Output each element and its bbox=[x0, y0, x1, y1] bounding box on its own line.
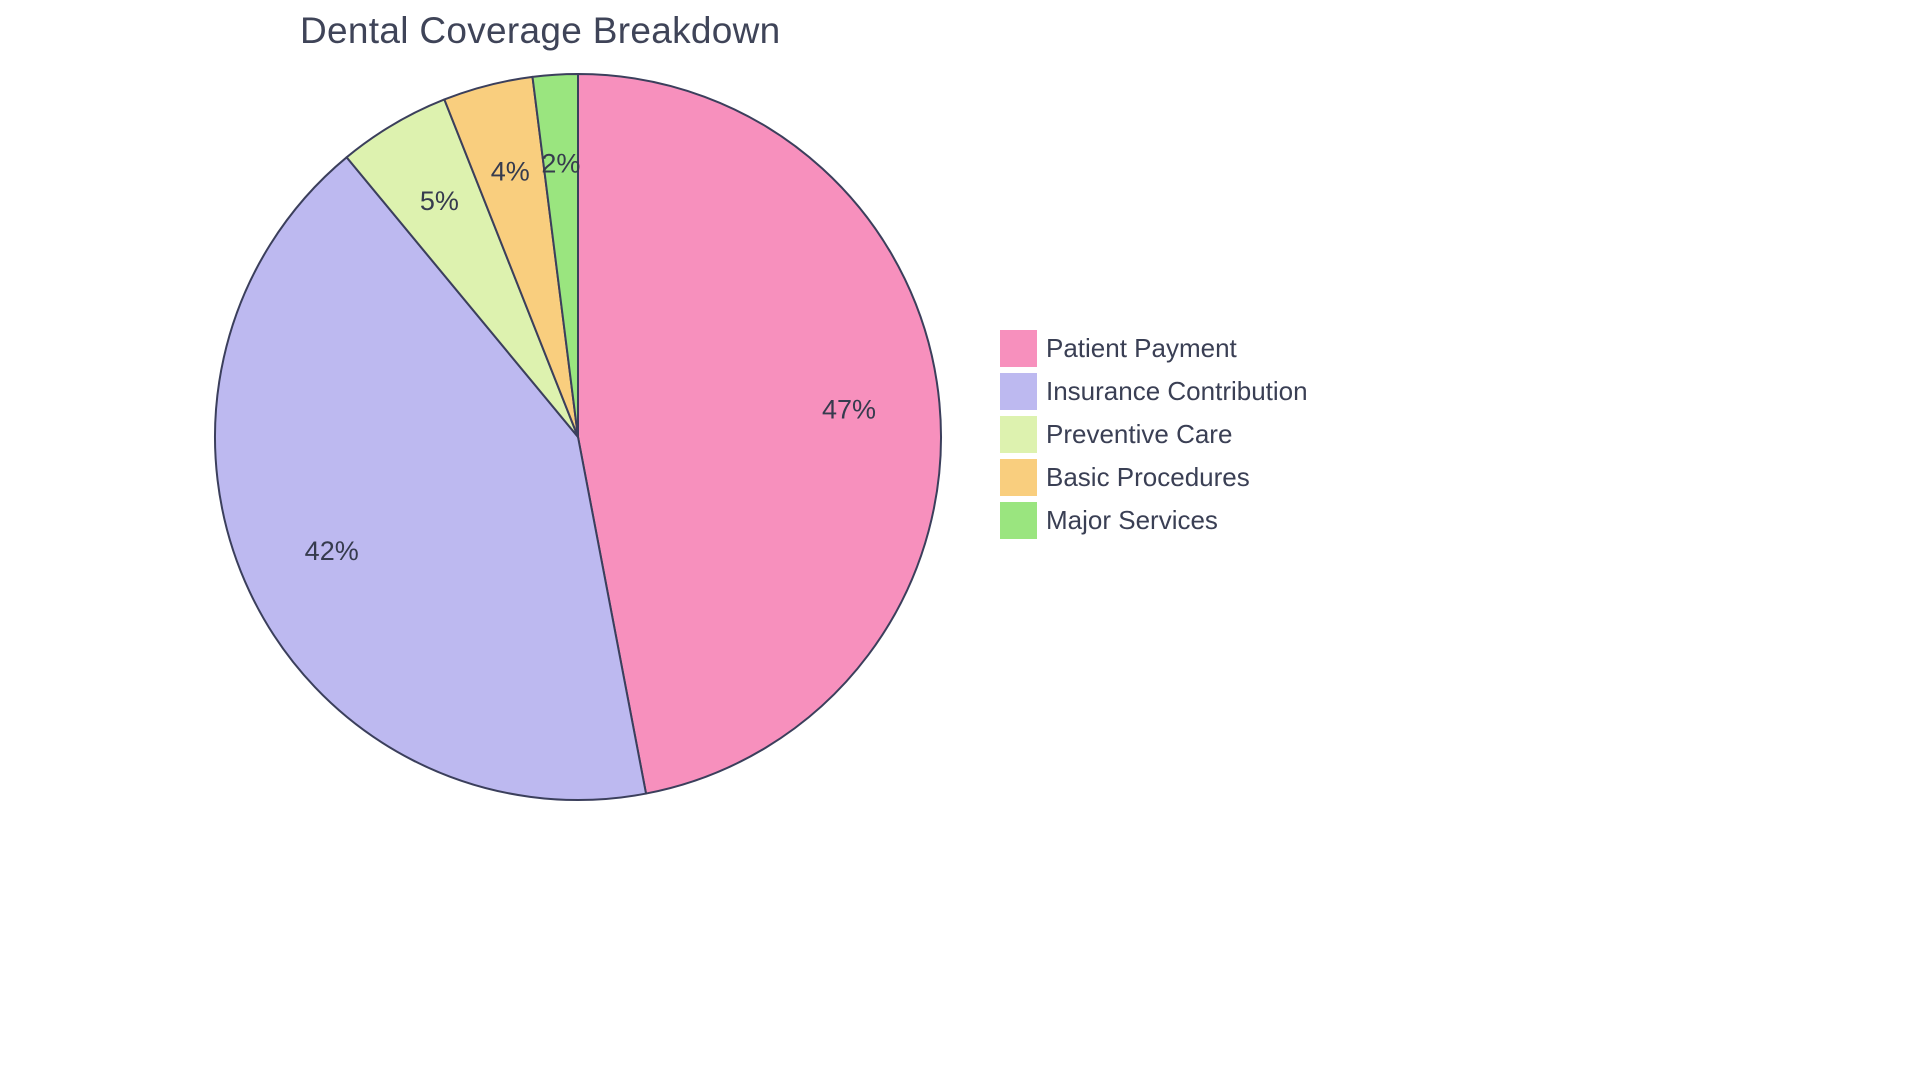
slice-percent-label-preventive-care: 5% bbox=[420, 186, 459, 216]
legend-swatch-patient-payment bbox=[1000, 330, 1037, 367]
legend-label-preventive-care: Preventive Care bbox=[1046, 419, 1233, 449]
slice-percent-label-major-services: 2% bbox=[541, 148, 580, 178]
legend-swatch-basic-procedures bbox=[1000, 459, 1037, 496]
legend-item-preventive-care[interactable]: Preventive Care bbox=[1000, 416, 1308, 453]
legend-item-insurance-contribution[interactable]: Insurance Contribution bbox=[1000, 373, 1308, 410]
pie-slice-patient-payment[interactable] bbox=[577, 73, 942, 795]
slice-percent-label-patient-payment: 47% bbox=[822, 395, 876, 425]
legend-swatch-preventive-care bbox=[1000, 416, 1037, 453]
legend-label-insurance-contribution: Insurance Contribution bbox=[1046, 376, 1308, 406]
legend-item-basic-procedures[interactable]: Basic Procedures bbox=[1000, 459, 1308, 496]
legend-label-patient-payment: Patient Payment bbox=[1046, 333, 1237, 363]
legend: Patient Payment Insurance Contribution Pre… bbox=[1000, 330, 1308, 539]
chart-title: Dental Coverage Breakdown bbox=[300, 10, 781, 51]
legend-label-major-services: Major Services bbox=[1046, 505, 1218, 535]
legend-swatch-major-services bbox=[1000, 502, 1037, 539]
legend-label-basic-procedures: Basic Procedures bbox=[1046, 462, 1250, 492]
pie-slice-insurance-contribution[interactable] bbox=[214, 156, 648, 801]
slice-percent-label-basic-procedures: 4% bbox=[491, 156, 530, 186]
legend-item-major-services[interactable]: Major Services bbox=[1000, 502, 1308, 539]
pie-slice-major-services[interactable] bbox=[531, 73, 579, 438]
slice-percent-label-insurance-contribution: 42% bbox=[305, 536, 359, 566]
legend-item-patient-payment[interactable]: Patient Payment bbox=[1000, 330, 1308, 367]
legend-swatch-insurance-contribution bbox=[1000, 373, 1037, 410]
